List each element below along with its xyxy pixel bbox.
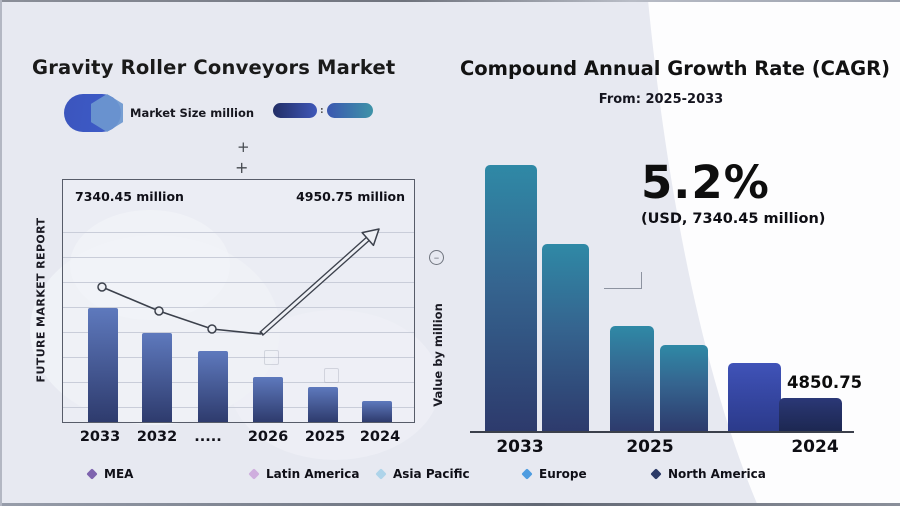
market-size-bar-2025 [308,387,338,422]
bar-value-label: 4850.75 [787,373,863,392]
legend-item-asia-pacific: Asia Pacific [375,467,470,481]
legend-label: Asia Pacific [393,467,470,481]
legend-diamond-icon [375,468,387,480]
frame-top-border [0,0,900,2]
x-tick-2024: 2024 [359,429,401,445]
x-tick-.....: ..... [194,429,222,445]
chart-annotation-left: 7340.45 million [75,189,184,204]
legend-label: MEA [104,467,134,481]
zoom-minus-icon[interactable]: – [429,250,444,265]
legend-diamond-icon [521,468,533,480]
cagr-title: Compound Annual Growth Rate (CAGR) [459,57,891,80]
ratio-pills: : [273,103,373,118]
cagr-bar-2025-b [660,345,708,432]
market-size-bar-2033 [88,308,118,422]
white-diagonal-band [648,0,900,506]
market-size-chart: 7340.45 million 4950.75 million [62,179,415,423]
cagr-x-tick-2025: 2025 [626,437,674,457]
step-annotation-line [604,272,642,289]
cagr-bar-2024-a [728,363,781,432]
x-tick-2033: 2033 [79,429,121,445]
market-size-bar-..... [198,351,228,422]
legend-item-north-america: North America [650,467,766,481]
watermark-glyph [264,350,279,365]
brand-watermark: FUTURE MARKET REPORT [34,217,48,383]
cagr-period: From: 2025-2033 [598,92,724,107]
cagr-value: 5.2% [641,156,770,209]
cagr-x-tick-2024: 2024 [791,437,839,457]
cagr-x-tick-2033: 2033 [496,437,544,457]
cagr-bar-2025-a [610,326,654,432]
market-size-bar-2026 [253,377,283,422]
cagr-bar-2033-a [485,165,537,432]
legend-item-mea: MEA [86,467,134,481]
cagr-bar-2033-b [542,244,589,432]
x-tick-2032: 2032 [136,429,178,445]
pill-dark-icon [273,103,317,118]
x-tick-2026: 2026 [247,429,289,445]
cylinder-icon [64,94,123,132]
page-title: Gravity Roller Conveyors Market [32,56,396,79]
legend-item-latin-america: Latin America [248,467,360,481]
y-axis-label: Value by million [431,303,445,407]
frame-left-border [0,0,2,506]
chart-gridlines [63,208,414,420]
legend-diamond-icon [248,468,260,480]
frame-bottom-border [0,503,900,506]
cagr-bar-2024-b [779,398,842,432]
pill-teal-icon [326,103,373,118]
chart-annotation-right: 4950.75 million [296,189,405,204]
legend-diamond-icon [86,468,98,480]
watermark-glyph [324,368,339,383]
legend-label: Europe [539,467,587,481]
cagr-baseline [470,431,854,433]
market-size-bar-2032 [142,333,172,422]
trend-line-arrow [97,228,380,337]
legend-diamond-icon [650,468,662,480]
pill-separator: : [320,105,324,116]
cagr-note: (USD, 7340.45 million) [641,211,826,227]
x-tick-2025: 2025 [304,429,346,445]
zoom-plus-icon[interactable]: + [237,138,250,156]
market-size-bar-2024 [362,401,392,422]
legend-label: North America [668,467,766,481]
market-size-label: Market Size million [130,106,255,120]
zoom-plus-icon[interactable]: + [235,158,249,177]
legend-item-europe: Europe [521,467,587,481]
legend-label: Latin America [266,467,360,481]
